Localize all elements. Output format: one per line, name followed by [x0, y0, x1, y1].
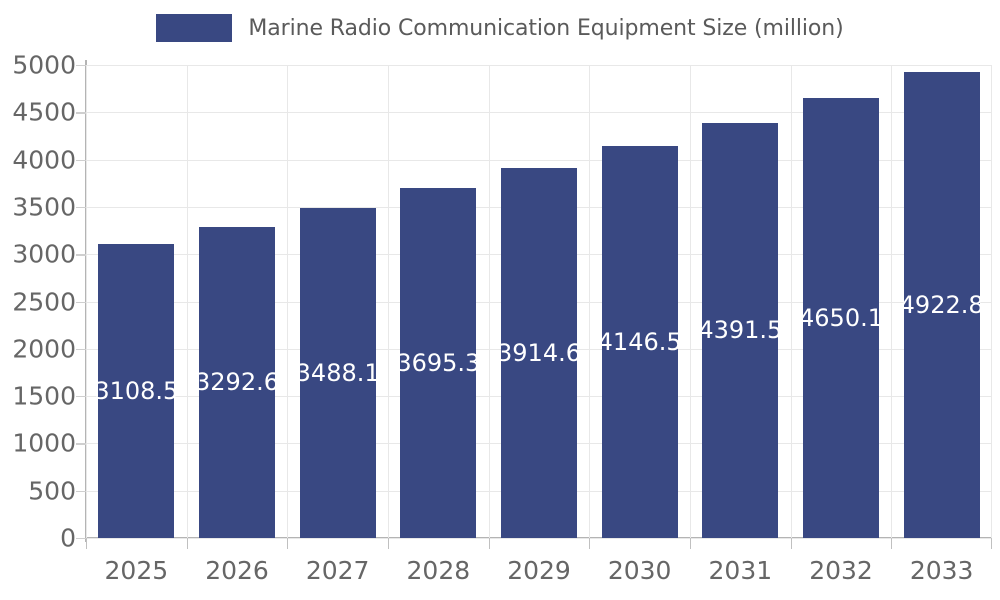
- gridline-vertical: [690, 65, 691, 538]
- chart-legend: Marine Radio Communication Equipment Siz…: [0, 0, 1000, 56]
- y-axis-tick-mark: [76, 538, 86, 540]
- y-axis-tick-label: 1500: [12, 381, 76, 411]
- y-axis-tick-mark: [76, 159, 86, 161]
- x-axis-tick-mark: [589, 538, 591, 549]
- bar-2025[interactable]: [98, 243, 175, 538]
- x-axis-tick-label: 2031: [708, 556, 773, 585]
- bar-2028[interactable]: [400, 188, 477, 538]
- x-axis-tick-label: 2033: [909, 556, 974, 585]
- legend-label: Marine Radio Communication Equipment Siz…: [248, 15, 844, 41]
- y-axis-tick-mark: [76, 396, 86, 398]
- bar-2032[interactable]: [802, 98, 879, 538]
- y-axis-tick-mark: [76, 348, 86, 351]
- gridline-vertical: [489, 65, 490, 538]
- gridline-horizontal: [86, 538, 992, 539]
- y-axis-tick-label: 5000: [12, 50, 76, 80]
- gridline-horizontal: [86, 112, 992, 114]
- gridline-vertical: [589, 65, 590, 538]
- y-axis-labels: 0 500 1000 1500 2000 2500 3000 3500 4000 4500 5000: [0, 0, 86, 600]
- gridline-vertical: [187, 65, 188, 538]
- x-axis-tick-label: 2027: [305, 556, 370, 585]
- y-axis-tick-mark: [76, 443, 86, 445]
- x-axis-tick-label: 2025: [104, 556, 169, 585]
- y-axis-tick-mark: [76, 112, 86, 114]
- y-axis-tick-mark: [76, 301, 86, 303]
- y-axis-tick-mark: [76, 490, 86, 493]
- gridline-vertical: [287, 65, 288, 538]
- plot-area: 3108.5 3292.6 3488.1 3695.3 3914.6 4146.5 4391…: [86, 65, 992, 539]
- bar-2029[interactable]: [500, 167, 577, 538]
- x-axis-tick-label: 2029: [507, 556, 571, 585]
- bar-2030[interactable]: [601, 145, 678, 538]
- y-axis-tick-mark: [76, 65, 86, 67]
- y-axis-tick-label: 1000: [12, 428, 76, 458]
- y-axis-tick-mark: [76, 206, 86, 209]
- x-axis-tick-mark: [388, 538, 390, 549]
- x-axis-tick-mark: [690, 538, 692, 549]
- y-axis-tick-label: 3500: [12, 192, 76, 222]
- y-axis-tick-label: 4000: [12, 145, 76, 175]
- bar-2027[interactable]: [299, 208, 376, 538]
- x-axis-tick-label: 2028: [406, 556, 471, 585]
- gridline-vertical: [991, 65, 992, 538]
- y-axis-tick-label: 4500: [12, 97, 76, 127]
- x-axis-tick-mark: [791, 538, 793, 549]
- x-axis-tick-mark: [489, 538, 491, 549]
- y-axis-tick-label: 500: [28, 476, 76, 506]
- gridline-vertical: [791, 65, 792, 538]
- y-axis-tick-mark: [76, 254, 86, 256]
- bar-2033[interactable]: [903, 72, 980, 538]
- x-axis-tick-mark: [187, 538, 189, 549]
- gridline-vertical: [891, 65, 892, 538]
- bar-2031[interactable]: [702, 122, 779, 538]
- y-axis-tick-label: 3000: [12, 239, 76, 269]
- gridline-horizontal: [86, 159, 992, 161]
- x-axis-tick-label: 2030: [607, 556, 672, 585]
- legend-item-marine-radio[interactable]: Marine Radio Communication Equipment Siz…: [156, 14, 844, 42]
- x-axis-tick-mark: [991, 538, 993, 549]
- legend-color-swatch: [156, 14, 233, 42]
- gridline-horizontal: [86, 65, 992, 66]
- x-axis-tick-mark: [891, 538, 893, 549]
- x-axis-tick-mark: [86, 538, 88, 549]
- x-axis-tick-label: 2032: [809, 556, 873, 585]
- bar-2026[interactable]: [198, 226, 275, 538]
- y-axis-spine: [85, 60, 87, 542]
- y-axis-tick-label: 2000: [12, 334, 76, 364]
- x-axis-tick-label: 2026: [205, 556, 269, 585]
- y-axis-tick-label: 2500: [12, 287, 76, 316]
- y-axis-tick-label: 0: [60, 523, 76, 553]
- gridline-vertical: [86, 65, 87, 538]
- x-axis-tick-mark: [287, 538, 289, 549]
- gridline-vertical: [388, 65, 389, 538]
